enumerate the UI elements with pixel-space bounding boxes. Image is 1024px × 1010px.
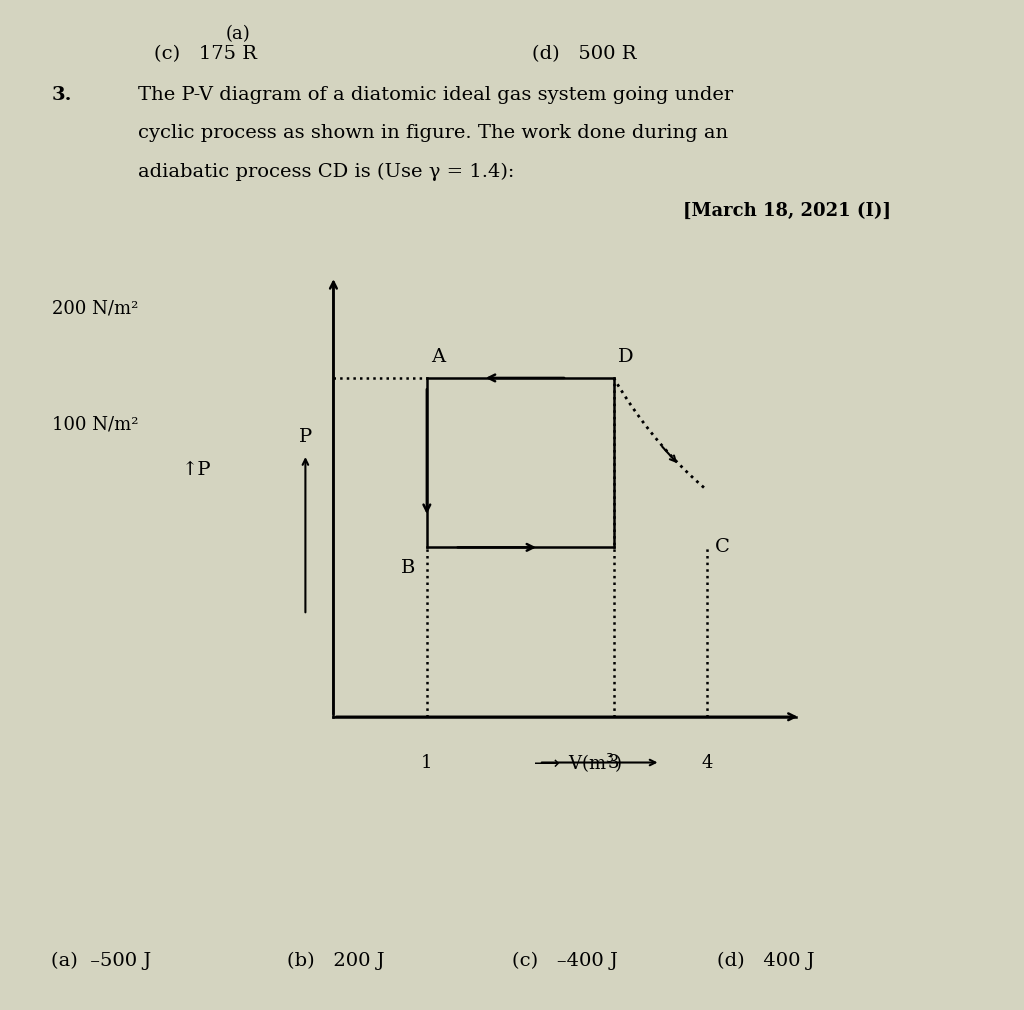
- Text: 3.: 3.: [51, 86, 72, 104]
- Text: (d)   500 R: (d) 500 R: [532, 45, 637, 64]
- Text: 1: 1: [421, 754, 432, 772]
- Text: (c)   175 R: (c) 175 R: [154, 45, 257, 64]
- Text: The P-V diagram of a diatomic ideal gas system going under: The P-V diagram of a diatomic ideal gas …: [138, 86, 733, 104]
- Text: 100 N/m²: 100 N/m²: [52, 415, 138, 433]
- Text: (b)   200 J: (b) 200 J: [287, 951, 384, 970]
- Text: adiabatic process CD is (Use γ = 1.4):: adiabatic process CD is (Use γ = 1.4):: [138, 163, 515, 181]
- Text: C: C: [715, 538, 729, 557]
- Text: [March 18, 2021 (I)]: [March 18, 2021 (I)]: [683, 202, 891, 220]
- Text: 200 N/m²: 200 N/m²: [52, 299, 138, 317]
- Text: 3: 3: [608, 754, 620, 772]
- Text: P: P: [299, 427, 312, 445]
- Text: B: B: [401, 560, 416, 577]
- Text: $\longrightarrow$ V(m$^3$): $\longrightarrow$ V(m$^3$): [529, 751, 622, 774]
- Text: (d)   400 J: (d) 400 J: [717, 951, 814, 970]
- Text: A: A: [431, 348, 445, 366]
- Text: (a): (a): [225, 25, 250, 43]
- Text: (a)  –500 J: (a) –500 J: [51, 951, 152, 970]
- Text: 4: 4: [701, 754, 713, 772]
- Text: D: D: [618, 348, 634, 366]
- Text: ↑P: ↑P: [182, 461, 212, 479]
- Text: cyclic process as shown in figure. The work done during an: cyclic process as shown in figure. The w…: [138, 124, 728, 142]
- Text: (c)   –400 J: (c) –400 J: [512, 951, 617, 970]
